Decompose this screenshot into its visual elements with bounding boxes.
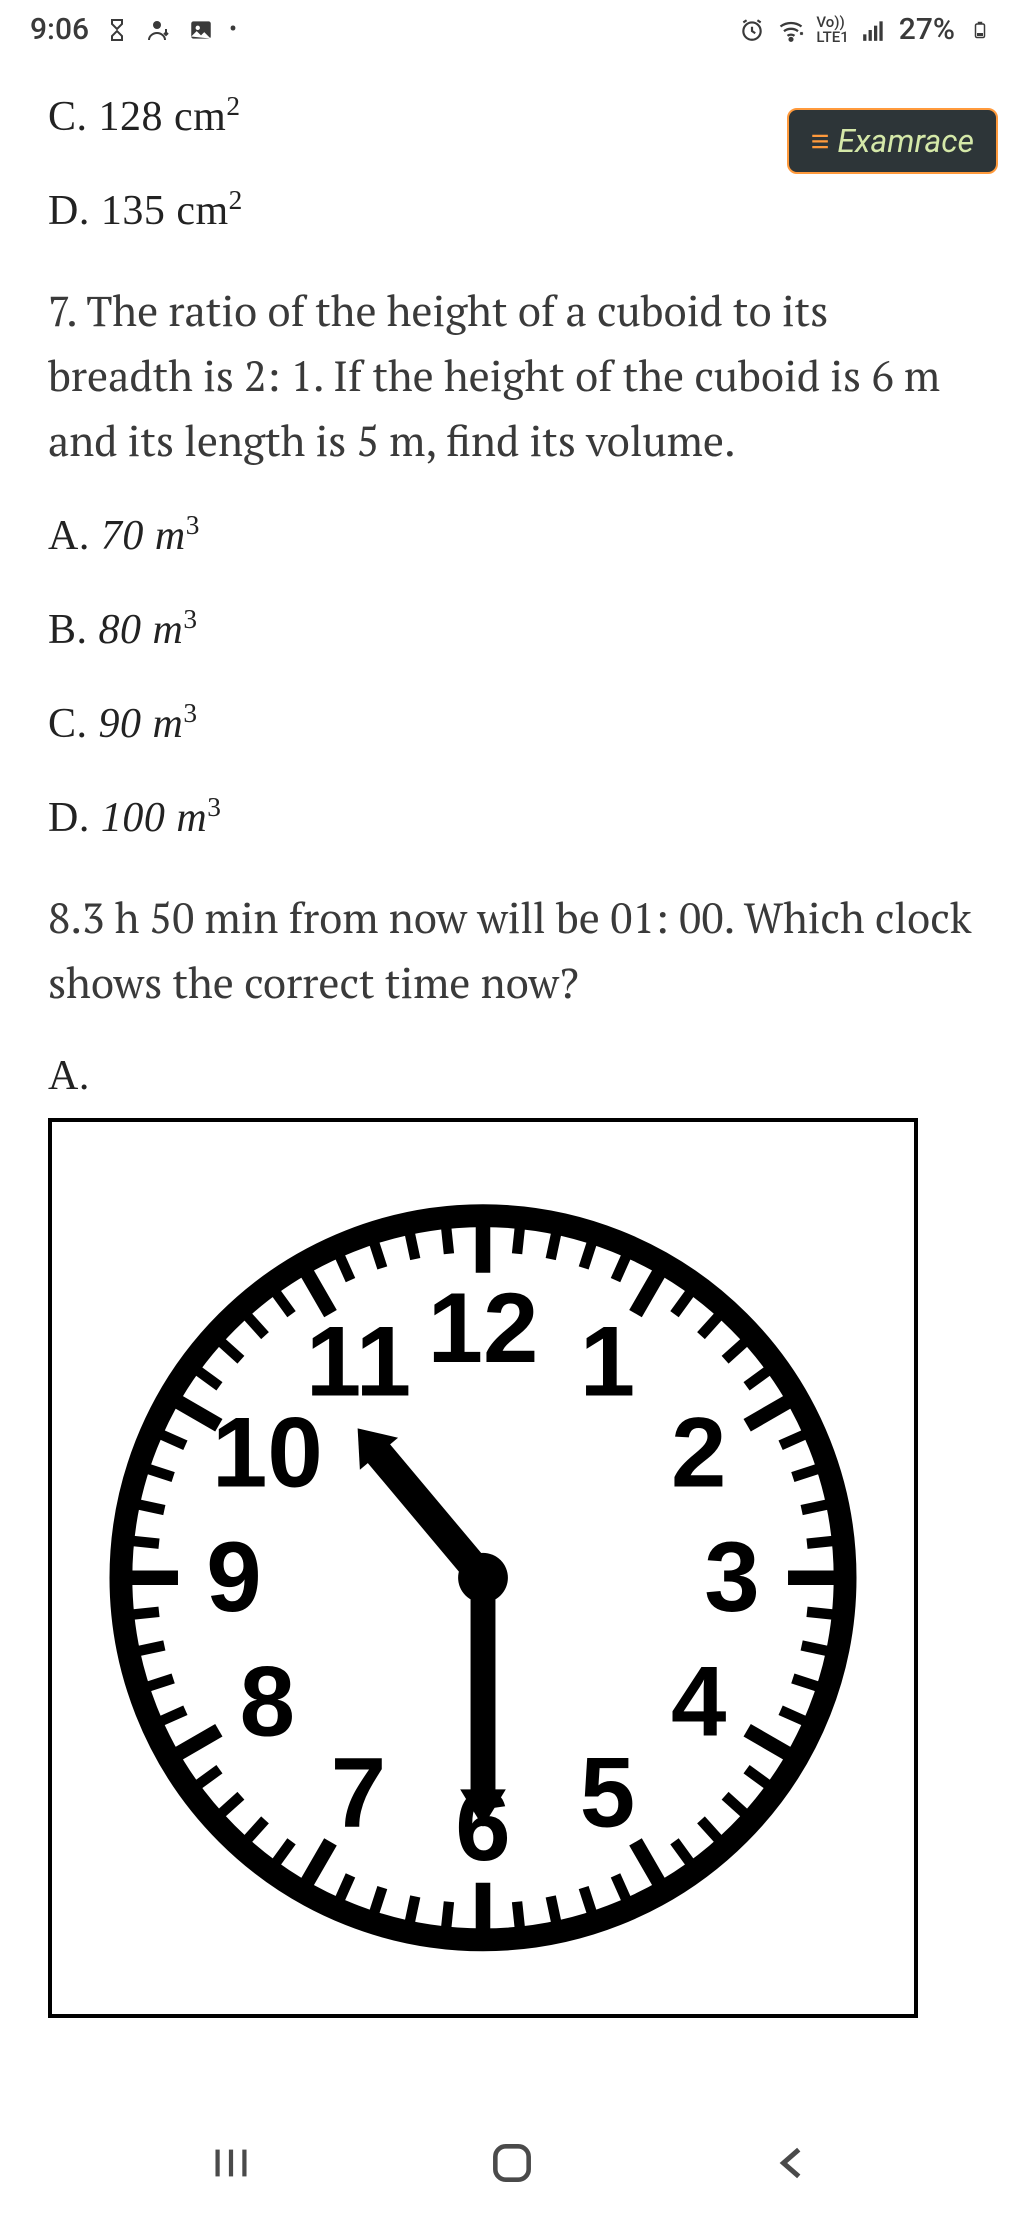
- option-letter: A.: [48, 1053, 90, 1099]
- option-letter: A.: [48, 513, 90, 559]
- recent-apps-button[interactable]: [196, 2128, 266, 2198]
- battery-pct: 27%: [899, 12, 955, 47]
- status-time: 9:06: [30, 12, 89, 47]
- option-exp: 3: [183, 698, 197, 728]
- option-exp: 2: [226, 91, 240, 121]
- svg-text:7: 7: [331, 1738, 386, 1849]
- lte-label: Vo)) LTE1: [816, 15, 848, 45]
- svg-text:5: 5: [580, 1738, 635, 1849]
- signal-icon: [860, 16, 888, 44]
- svg-text:2: 2: [671, 1398, 726, 1509]
- option-letter: D.: [48, 795, 90, 841]
- svg-text:4: 4: [671, 1647, 726, 1758]
- option-letter: C.: [48, 701, 88, 747]
- svg-text:3: 3: [704, 1522, 759, 1633]
- q7-text: 7. The ratio of the height of a cuboid t…: [48, 279, 976, 474]
- wifi-icon: [777, 16, 805, 44]
- battery-icon: [966, 16, 994, 44]
- q7-option-b[interactable]: B. 80 m3: [48, 604, 976, 654]
- option-value: 80 m: [99, 607, 184, 653]
- option-value: 135 cm: [101, 188, 229, 234]
- hourglass-icon: [103, 16, 131, 44]
- status-right: Vo)) LTE1 27%: [738, 12, 994, 47]
- back-button[interactable]: [758, 2128, 828, 2198]
- person-download-icon: [145, 16, 173, 44]
- option-value: 100 m: [101, 795, 207, 841]
- svg-text:9: 9: [206, 1522, 261, 1633]
- picture-icon: [187, 16, 215, 44]
- option-value: 128 cm: [99, 94, 227, 140]
- q8-option-a-label: A.: [48, 1052, 976, 1100]
- option-exp: 3: [207, 792, 221, 822]
- q6-option-d[interactable]: D. 135 cm2: [48, 185, 976, 235]
- q7-option-d[interactable]: D. 100 m3: [48, 792, 976, 842]
- status-dot-icon: •: [229, 17, 237, 42]
- option-value: 90 m: [99, 701, 184, 747]
- option-letter: C.: [48, 94, 88, 140]
- option-letter: B.: [48, 607, 88, 653]
- android-nav-bar: [0, 2108, 1024, 2218]
- q8-option-a-clock[interactable]: 121234567891011: [48, 1118, 918, 2018]
- status-left: 9:06 •: [30, 12, 237, 47]
- content-area: C. 128 cm2 D. 135 cm2 7. The ratio of th…: [0, 91, 1024, 2018]
- examrace-badge[interactable]: ≡ Examrace: [787, 108, 998, 174]
- svg-text:12: 12: [428, 1273, 539, 1384]
- q7-option-a[interactable]: A. 70 m3: [48, 510, 976, 560]
- q8-text: 8.3 h 50 min from now will be 01: 00. Wh…: [48, 886, 976, 1016]
- examrace-label: Examrace: [837, 122, 974, 160]
- svg-text:1: 1: [580, 1307, 635, 1418]
- hamburger-icon: ≡: [811, 122, 828, 160]
- home-button[interactable]: [477, 2128, 547, 2198]
- svg-text:8: 8: [240, 1647, 295, 1758]
- option-exp: 3: [183, 604, 197, 634]
- svg-text:11: 11: [306, 1307, 411, 1418]
- alarm-icon: [738, 16, 766, 44]
- option-value: 70 m: [101, 513, 186, 559]
- clock-face: 121234567891011: [68, 1142, 898, 1972]
- option-letter: D.: [48, 188, 90, 234]
- option-exp: 3: [186, 510, 200, 540]
- option-exp: 2: [229, 185, 243, 215]
- status-bar: 9:06 • Vo)) LTE1 27%: [0, 0, 1024, 55]
- q7-option-c[interactable]: C. 90 m3: [48, 698, 976, 748]
